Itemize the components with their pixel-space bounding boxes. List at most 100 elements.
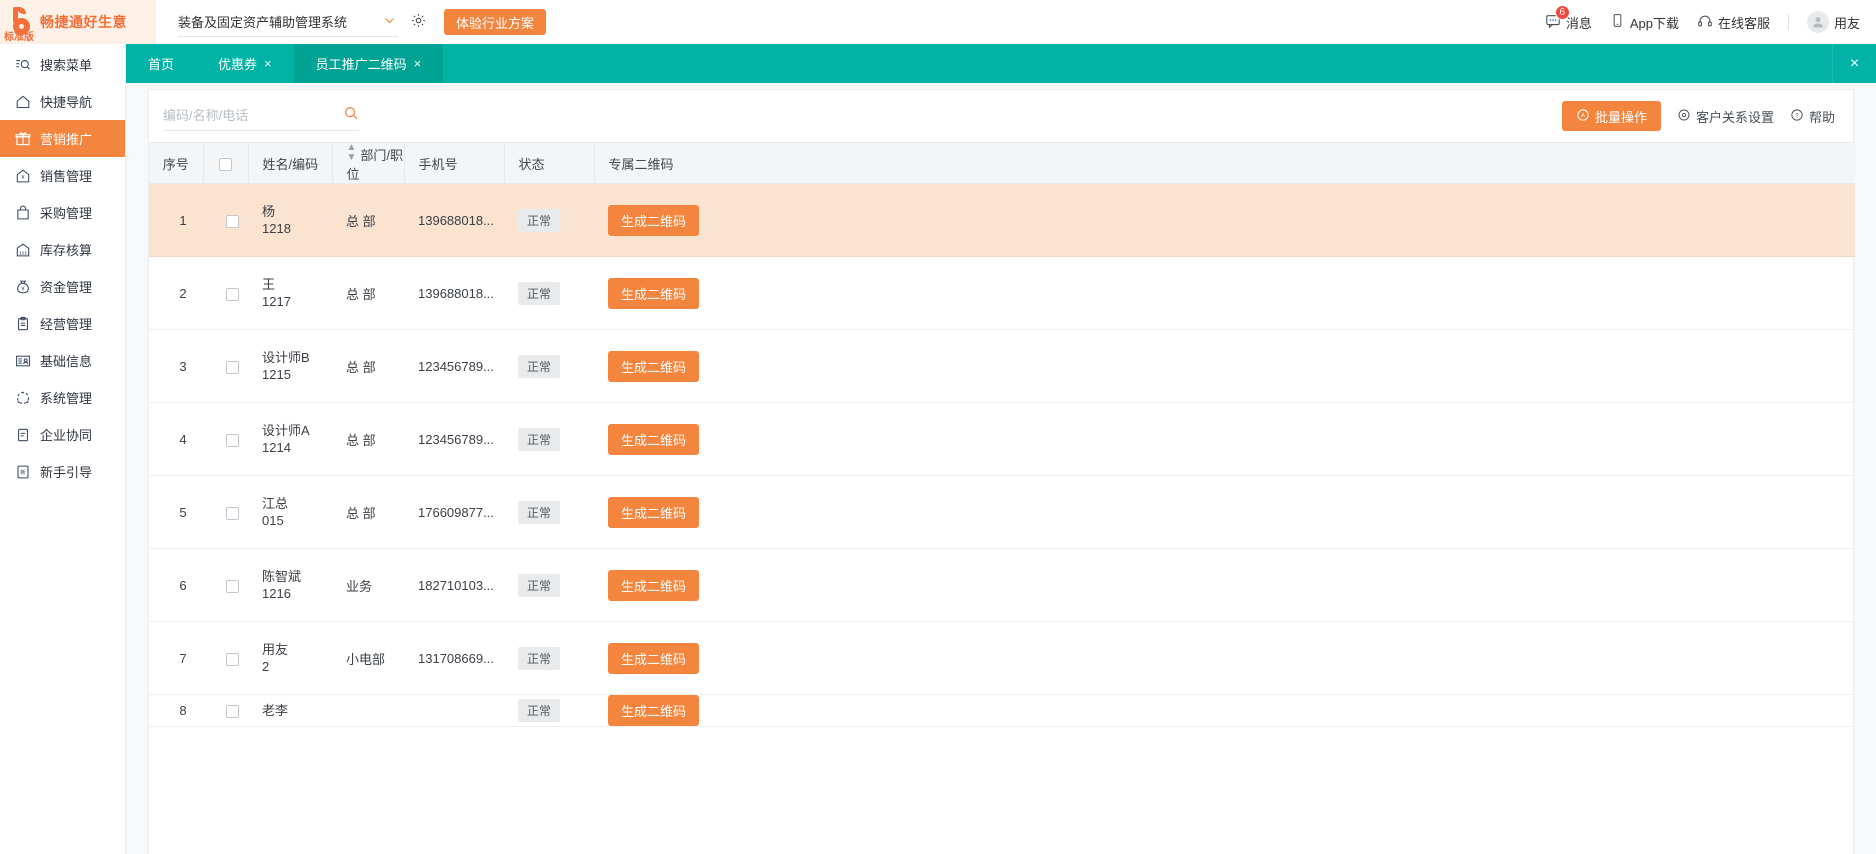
employee-code: 1217 — [262, 294, 291, 309]
cell-department: 总 部 — [332, 256, 404, 330]
sidebar-item-purchase[interactable]: 采购管理 — [0, 194, 125, 231]
cell-qrcode: 生成二维码 — [594, 621, 1855, 695]
table-row[interactable]: 8 老李 正常 生成二维码 — [149, 694, 1855, 727]
search-icon[interactable] — [343, 105, 359, 126]
table-row[interactable]: 4 设计师A 1214 总 部 123456789... 正常 — [149, 402, 1855, 476]
column-header-qrcode[interactable]: 专属二维码 — [594, 142, 1855, 184]
cell-phone: 123456789... — [404, 329, 504, 403]
select-all-checkbox[interactable] — [219, 157, 232, 171]
gear-icon[interactable] — [410, 12, 430, 32]
cell-department: 总 部 — [332, 183, 404, 257]
sidebar-item-quick-nav[interactable]: 快捷导航 — [0, 83, 125, 120]
table-row[interactable]: 2 王 1217 总 部 139688018... 正常 — [149, 256, 1855, 330]
column-header-phone[interactable]: 手机号 — [404, 142, 505, 184]
column-header-index[interactable]: 序号 — [149, 142, 204, 184]
column-header-name[interactable]: 姓名/编码 — [248, 142, 333, 184]
sidebar-label: 采购管理 — [40, 206, 93, 221]
row-checkbox[interactable] — [226, 214, 239, 228]
sidebar-item-sales[interactable]: ¥ 销售管理 — [0, 157, 125, 194]
row-checkbox[interactable] — [226, 506, 239, 520]
sidebar-item-funds[interactable]: ¥ 资金管理 — [0, 268, 125, 305]
table-row[interactable]: 3 设计师B 1215 总 部 123456789... 正常 — [149, 329, 1855, 403]
app-download-entry[interactable]: App下载 — [1610, 13, 1679, 32]
row-checkbox[interactable] — [226, 287, 239, 301]
sidebar-item-marketing[interactable]: 营销推广 — [0, 120, 125, 157]
sidebar-item-inventory[interactable]: 库存核算 — [0, 231, 125, 268]
cell-qrcode: 生成二维码 — [594, 329, 1855, 403]
content-area: A 批量操作 客户关系设置 — [126, 83, 1876, 854]
collab-icon — [14, 426, 31, 443]
cell-select[interactable] — [203, 694, 248, 727]
tab-home[interactable]: 首页 — [126, 44, 196, 83]
user-menu[interactable]: 用友 — [1806, 11, 1860, 33]
row-checkbox[interactable] — [226, 433, 239, 447]
generate-qrcode-button[interactable]: 生成二维码 — [608, 277, 700, 309]
sidebar-item-search-menu[interactable]: 搜索菜单 — [0, 46, 125, 83]
generate-qrcode-button[interactable]: 生成二维码 — [608, 642, 700, 674]
search-input[interactable] — [163, 108, 313, 123]
status-badge: 正常 — [518, 500, 561, 524]
sidebar-label: 快捷导航 — [40, 95, 93, 110]
row-checkbox[interactable] — [226, 652, 239, 666]
row-checkbox[interactable] — [226, 705, 239, 719]
batch-operation-button[interactable]: A 批量操作 — [1561, 101, 1661, 131]
customer-relation-settings-button[interactable]: 客户关系设置 — [1677, 107, 1774, 126]
cell-select[interactable] — [203, 256, 248, 330]
table-row[interactable]: 1 杨 1218 总 部 139688018... 正常 — [149, 183, 1855, 257]
generate-qrcode-button[interactable]: 生成二维码 — [608, 423, 700, 455]
brand-logo[interactable]: 畅捷通好生意 标准版 — [0, 0, 156, 44]
sidebar-item-basic-info[interactable]: 基础信息 — [0, 342, 125, 379]
column-header-state[interactable]: 状态 — [504, 142, 595, 184]
table-row[interactable]: 6 陈智斌 1216 业务 182710103... 正常 — [149, 548, 1855, 622]
close-icon[interactable]: × — [413, 56, 422, 71]
cell-select[interactable] — [203, 621, 248, 695]
sidebar-item-newbie-guide[interactable]: 新 新手引导 — [0, 453, 125, 490]
cell-phone: 139688018... — [404, 256, 504, 330]
messages-entry[interactable]: 消息 6 — [1545, 4, 1592, 32]
cell-select[interactable] — [203, 329, 248, 403]
table-row[interactable]: 5 江总 015 总 部 176609877... 正常 — [149, 475, 1855, 549]
cell-phone: 182710103... — [404, 548, 504, 622]
sidebar-item-operations[interactable]: 经营管理 — [0, 305, 125, 342]
trial-industry-plan-button[interactable]: 体验行业方案 — [444, 9, 547, 35]
sidebar-item-collaboration[interactable]: 企业协同 — [0, 416, 125, 453]
system-selector[interactable]: 装备及固定资产辅助管理系统 — [178, 7, 398, 37]
cell-select[interactable] — [203, 548, 248, 622]
row-checkbox[interactable] — [226, 360, 239, 374]
settings-circle-icon — [14, 389, 31, 406]
help-button[interactable]: ? 帮助 — [1790, 107, 1835, 126]
generate-qrcode-button[interactable]: 生成二维码 — [608, 569, 700, 601]
status-badge: 正常 — [518, 646, 561, 670]
main-area: 首页 优惠券 × 员工推广二维码 × × — [126, 44, 1876, 854]
column-header-select[interactable] — [203, 142, 249, 184]
cell-qrcode: 生成二维码 — [594, 402, 1855, 476]
close-all-tabs-icon[interactable]: × — [1832, 44, 1876, 83]
close-icon[interactable]: × — [264, 56, 272, 71]
cell-index: 7 — [149, 621, 203, 695]
messages-label: 消息 — [1565, 15, 1592, 31]
generate-qrcode-button[interactable]: 生成二维码 — [608, 695, 700, 726]
search-box[interactable] — [163, 101, 359, 131]
tab-employee-promo-qrcode[interactable]: 员工推广二维码 × — [293, 44, 444, 83]
status-badge: 正常 — [518, 208, 561, 232]
sidebar-label: 资金管理 — [40, 280, 93, 295]
online-service-entry[interactable]: 在线客服 — [1697, 13, 1770, 32]
sort-icon[interactable]: ▲ ▼ — [346, 142, 357, 163]
table-row[interactable]: 7 用友 2 小电部 131708669... 正常 生成 — [149, 621, 1855, 695]
sidebar-label: 库存核算 — [40, 243, 93, 258]
column-header-department-label: 部门/职位 — [346, 148, 404, 182]
row-checkbox[interactable] — [226, 579, 239, 593]
column-header-department[interactable]: ▲ ▼ 部门/职位 — [332, 142, 405, 184]
cell-select[interactable] — [203, 475, 248, 549]
tab-coupon[interactable]: 优惠券 × — [196, 44, 294, 83]
generate-qrcode-button[interactable]: 生成二维码 — [608, 204, 700, 236]
cell-phone: 123456789... — [404, 402, 504, 476]
sales-icon: ¥ — [14, 167, 31, 184]
generate-qrcode-button[interactable]: 生成二维码 — [608, 350, 700, 382]
employee-code: 015 — [262, 513, 284, 528]
cell-select[interactable] — [203, 183, 248, 257]
generate-qrcode-button[interactable]: 生成二维码 — [608, 496, 700, 528]
employee-name: 设计师A — [262, 423, 310, 438]
cell-select[interactable] — [203, 402, 248, 476]
sidebar-item-system[interactable]: 系统管理 — [0, 379, 125, 416]
